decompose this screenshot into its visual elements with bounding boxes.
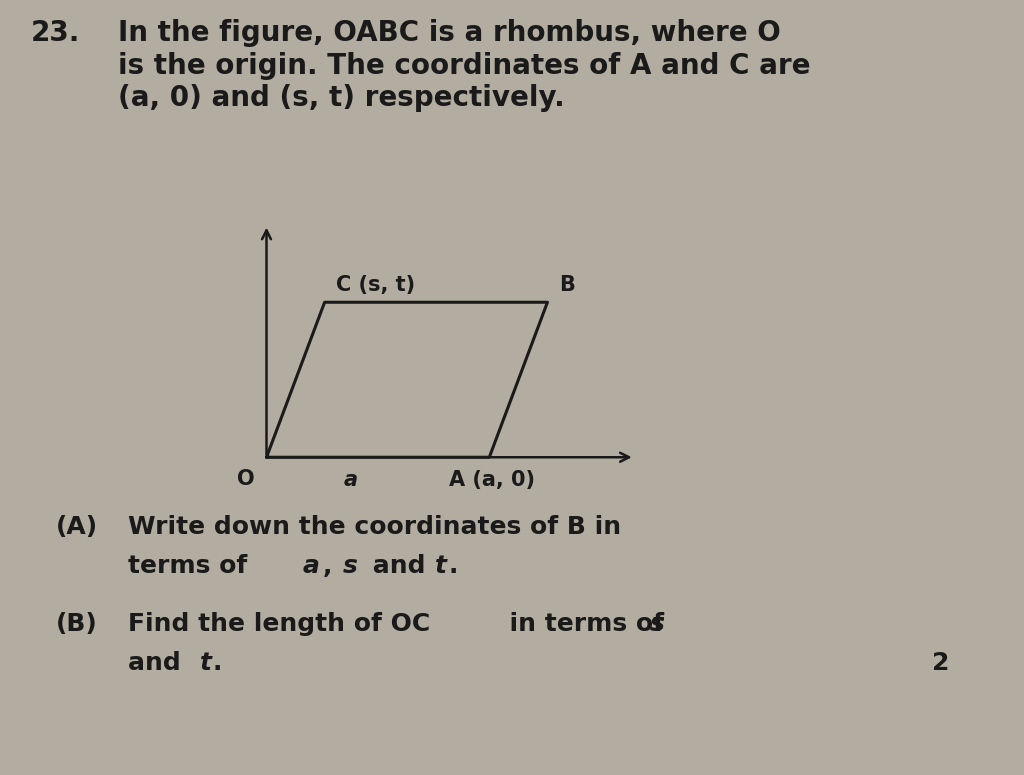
Text: .: . [213,651,222,675]
Text: In the figure, OABC is a rhombus, where O
is the origin. The coordinates of A an: In the figure, OABC is a rhombus, where … [118,19,810,112]
Text: 23.: 23. [31,19,80,47]
Text: s: s [343,554,358,578]
Text: t: t [200,651,212,675]
Text: 2: 2 [932,651,949,675]
Text: and: and [364,554,434,578]
Text: C (s, t): C (s, t) [336,275,416,295]
Text: t: t [435,554,447,578]
Text: (B): (B) [56,612,98,636]
Text: (A): (A) [56,515,98,539]
Text: A (a, 0): A (a, 0) [450,470,536,490]
Text: B: B [559,275,574,295]
Text: ,: , [323,554,341,578]
Text: .: . [449,554,458,578]
Text: terms of: terms of [128,554,256,578]
Text: and: and [128,651,189,675]
Text: O: O [238,469,255,489]
Text: a: a [302,554,318,578]
Text: in terms of: in terms of [492,612,673,636]
Text: Write down the coordinates of B in: Write down the coordinates of B in [128,515,622,539]
Text: a: a [344,470,358,490]
Text: s: s [650,612,666,636]
Text: Find the length of OC: Find the length of OC [128,612,430,636]
